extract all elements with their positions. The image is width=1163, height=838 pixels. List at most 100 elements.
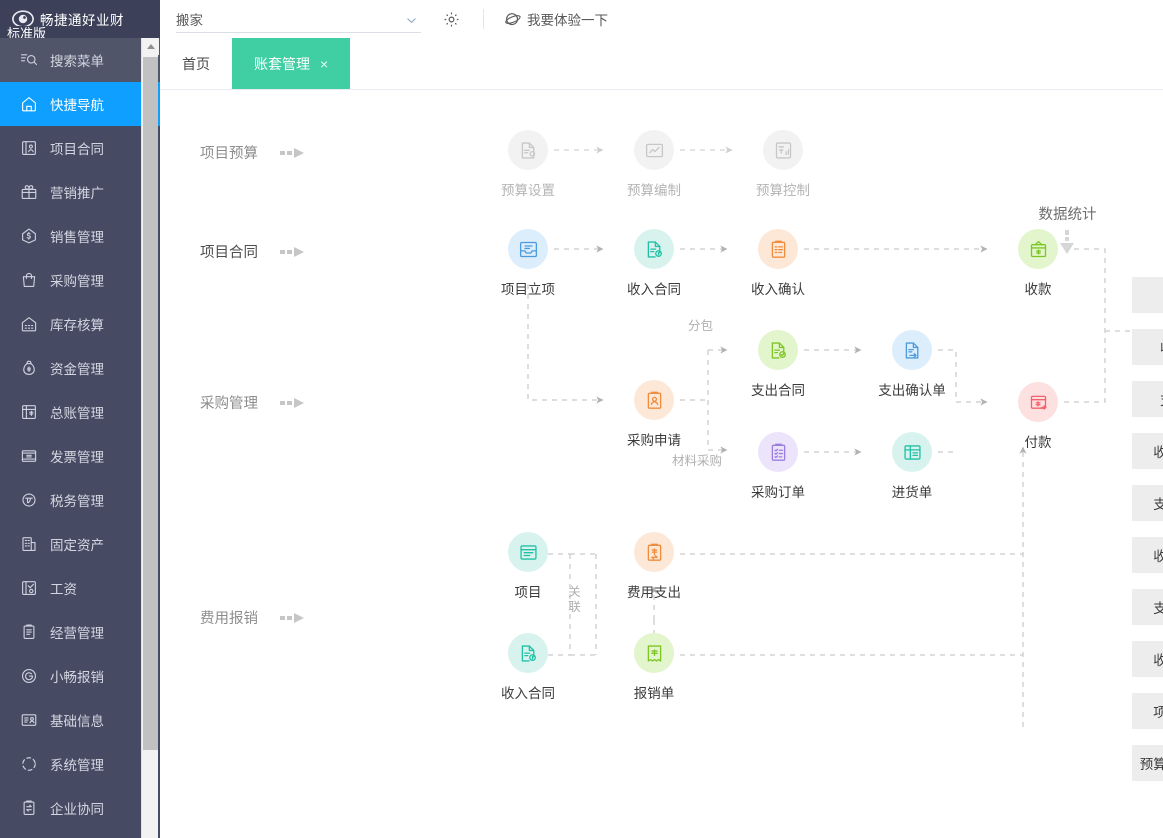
stat-button-8[interactable]: 项目预算执行表	[1132, 693, 1163, 729]
tab-1[interactable]: 账套管理 ×	[232, 38, 351, 89]
sidebar-item-5[interactable]: 采购管理	[0, 258, 160, 302]
sidebar-item-1[interactable]: 快捷导航	[0, 82, 160, 126]
sidebar-item-6[interactable]: 库存核算	[0, 302, 160, 346]
flow-node-expense-out[interactable]: 费用支出	[616, 532, 692, 601]
sidebar-item-label: 快捷导航	[50, 98, 104, 113]
row-arrow-icon	[280, 612, 306, 624]
tab-0[interactable]: 首页	[160, 38, 232, 89]
sidebar-item-label: 项目合同	[50, 142, 104, 157]
flow-node-income-contract-2[interactable]: 收入合同	[490, 633, 566, 702]
sidebar-item-10[interactable]: 税务管理	[0, 478, 160, 522]
sidebar-item-label: 固定资产	[50, 538, 104, 553]
sidebar-item-7[interactable]: 资金管理	[0, 346, 160, 390]
gear-icon[interactable]	[439, 7, 463, 31]
flow-edge-label-1: 材料采购	[672, 454, 723, 468]
stat-button-7[interactable]: 收入合同执行表	[1132, 641, 1163, 677]
sidebar-item-label: 营销推广	[50, 186, 104, 201]
flow-node-project-setup[interactable]: 项目立项	[490, 229, 566, 298]
doc-arrow-icon	[892, 330, 932, 370]
sidebar-item-0[interactable]: 搜索菜单	[0, 38, 160, 82]
flow-node-label: 费用支出	[627, 585, 681, 600]
gift-icon	[18, 181, 40, 203]
flow-row-label-2: 采购管理	[200, 396, 258, 412]
yuan-bar-icon	[763, 130, 803, 170]
project-contract-icon	[18, 137, 40, 159]
clipboard-icon	[18, 621, 40, 643]
account-set-value: 搬家	[176, 12, 203, 28]
sidebar-item-label: 总账管理	[50, 406, 104, 421]
stat-button-5[interactable]: 收入合同统计表	[1132, 537, 1163, 573]
sidebar-scrollbar-thumb[interactable]	[143, 57, 158, 750]
flow-row-label-3: 费用报销	[200, 611, 258, 627]
sidebar-item-13[interactable]: 经营管理	[0, 610, 160, 654]
chevron-down-icon[interactable]	[406, 14, 417, 25]
flow-node-expense-contract[interactable]: 支出合同	[740, 330, 816, 399]
flow-node-receipt-note[interactable]: 进货单	[874, 432, 950, 501]
tab-label: 账套管理	[254, 55, 310, 72]
doc-gear-icon	[508, 130, 548, 170]
flow-node-purchase-request[interactable]: 采购申请	[616, 380, 692, 449]
sidebar-item-17[interactable]: 企业协同	[0, 786, 160, 830]
ledger-icon	[18, 401, 40, 423]
expense-icon	[634, 532, 674, 572]
flow-node-label: 报销单	[633, 686, 675, 701]
sidebar-item-9[interactable]: 发票管理	[0, 434, 160, 478]
sidebar-item-label: 采购管理	[50, 274, 104, 289]
collaborate-icon	[18, 797, 40, 819]
flow-node-label: 项目	[514, 585, 542, 600]
flow-node-budget-compile[interactable]: 预算编制	[616, 130, 692, 199]
list-purple-icon	[758, 432, 798, 472]
tab-strip: 首页 账套管理 ×	[160, 38, 1163, 90]
flow-node-receive-money[interactable]: 收款	[1000, 229, 1076, 298]
flow-node-income-contract[interactable]: 收入合同	[616, 229, 692, 298]
payroll-icon	[18, 577, 40, 599]
sidebar-item-4[interactable]: 销售管理	[0, 214, 160, 258]
sidebar: 畅捷通好业财 标准版 搜索菜单 快捷导航 项目合同 营销推广 销售管理 采购管理 库存核算资…	[0, 0, 160, 838]
sidebar-item-label: 小畅报销	[50, 670, 104, 685]
sidebar-item-2[interactable]: 项目合同	[0, 126, 160, 170]
stat-button-3[interactable]: 收入合同工作台	[1132, 433, 1163, 469]
flow-node-income-confirm[interactable]: 收入确认	[740, 229, 816, 298]
account-set-select[interactable]: 搬家	[176, 5, 421, 33]
stat-button-2[interactable]: 支出合同看板	[1132, 381, 1163, 417]
sidebar-item-11[interactable]: 固定资产	[0, 522, 160, 566]
receipt-icon	[634, 633, 674, 673]
sidebar-item-15[interactable]: 基础信息	[0, 698, 160, 742]
stat-button-0[interactable]: 项目看板	[1132, 277, 1163, 313]
flow-node-purchase-order[interactable]: 采购订单	[740, 432, 816, 501]
project-list-icon	[508, 532, 548, 572]
sidebar-item-label: 资金管理	[50, 362, 104, 377]
sidebar-item-8[interactable]: 总账管理	[0, 390, 160, 434]
stat-button-1[interactable]: 收入合同看板	[1132, 329, 1163, 365]
toolbar-divider	[483, 9, 484, 29]
sidebar-item-14[interactable]: 小畅报销	[0, 654, 160, 698]
sidebar-item-label: 发票管理	[50, 450, 104, 465]
flow-node-label: 采购订单	[751, 485, 805, 500]
money-receive-icon	[1018, 229, 1058, 269]
flow-node-budget-control[interactable]: 预算控制	[745, 130, 821, 199]
close-icon[interactable]: ×	[320, 55, 329, 72]
stat-button-6[interactable]: 支出合同统计表	[1132, 589, 1163, 625]
sidebar-scrollbar-track[interactable]	[141, 38, 159, 838]
sidebar-menu: 搜索菜单快捷导航项目合同营销推广销售管理采购管理库存核算资金管理总账管理发票管理…	[0, 38, 160, 838]
flow-node-expense-confirm[interactable]: 支出确认单	[874, 330, 950, 399]
sidebar-item-12[interactable]: 工资	[0, 566, 160, 610]
id-card-icon	[18, 709, 40, 731]
doc-check-icon	[634, 229, 674, 269]
data-stats-title: 数据统计	[1038, 207, 1097, 223]
sidebar-item-3[interactable]: 营销推广	[0, 170, 160, 214]
flow-canvas: 项目预算 项目合同 采购管理 费用报销 预算设置 预算编制 预算控制 项目立项 收入合同 收入确认…	[160, 90, 1163, 838]
flow-node-budget-setting[interactable]: 预算设置	[490, 130, 566, 199]
stat-button-4[interactable]: 支出合同工作台	[1132, 485, 1163, 521]
inbox-doc-icon	[508, 229, 548, 269]
stat-button-9[interactable]: 预算成本分析对比表	[1132, 745, 1163, 781]
flow-node-pay-money[interactable]: 付款	[1000, 382, 1076, 451]
flow-row-label-1: 项目合同	[200, 245, 258, 261]
flow-node-project[interactable]: 项目	[490, 532, 566, 601]
caret-up-icon[interactable]	[142, 38, 159, 55]
sidebar-item-16[interactable]: 系统管理	[0, 742, 160, 786]
sidebar-item-label: 搜索菜单	[50, 54, 104, 69]
flow-node-reimbursement[interactable]: 报销单	[616, 633, 692, 702]
chart-frame-icon	[634, 130, 674, 170]
experience-button[interactable]: 我要体验一下	[504, 9, 608, 29]
